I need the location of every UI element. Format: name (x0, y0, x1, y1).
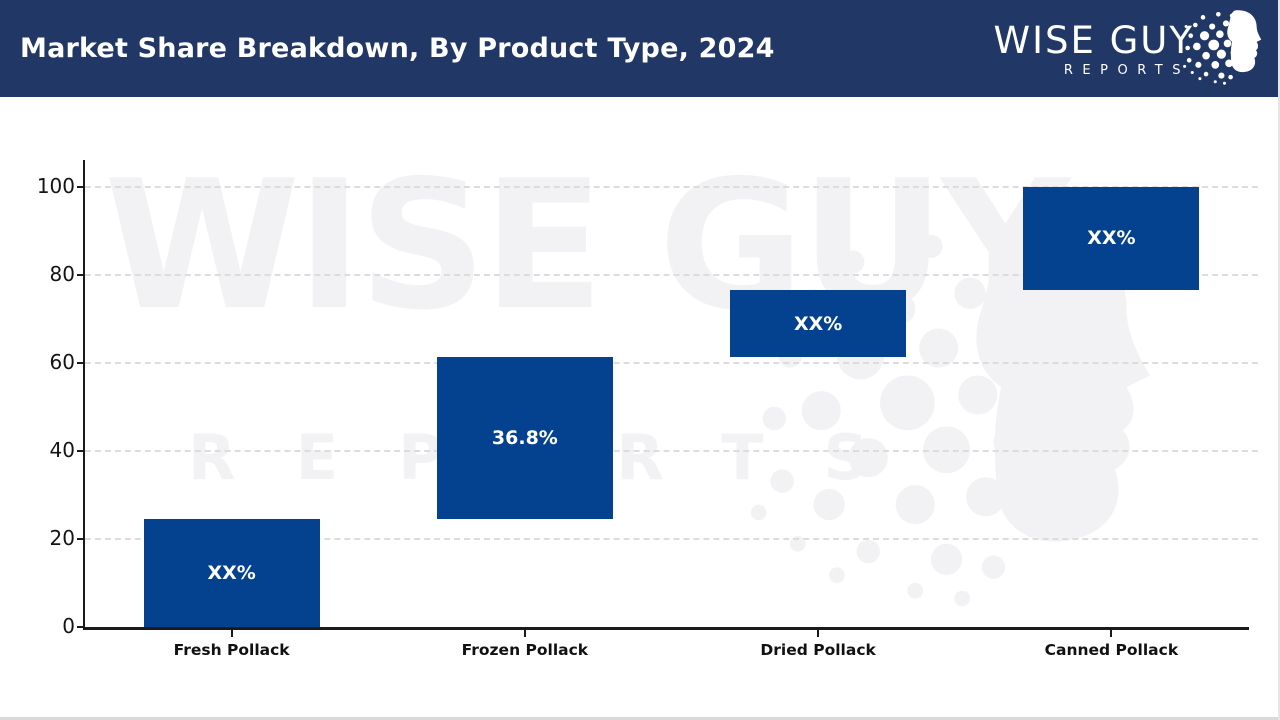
brand-name: WISE GUY (993, 18, 1194, 62)
y-axis-tick (77, 362, 85, 364)
x-axis-tick (230, 630, 233, 637)
bar-fresh-pollack: XX% (143, 519, 320, 627)
y-axis-tick (77, 274, 85, 276)
y-axis-tick (77, 626, 85, 628)
bar-value-label: 36.8% (491, 427, 558, 450)
x-axis-tick-label: Dried Pollack (760, 641, 876, 659)
x-axis-tick-label: Canned Pollack (1044, 641, 1179, 659)
x-axis-tick-label: Fresh Pollack (173, 641, 290, 659)
x-axis-tick (523, 630, 526, 637)
bar-canned-pollack: XX% (1023, 187, 1200, 290)
brand-subname: REPORTS (1063, 62, 1190, 78)
bar-value-label: XX% (1087, 227, 1136, 250)
x-axis-tick (817, 630, 820, 637)
y-axis-tick (77, 450, 85, 452)
y-axis-tick-label: 100 (36, 174, 75, 198)
y-gridline (85, 538, 1258, 540)
y-gridline (85, 362, 1258, 364)
x-axis-spine (83, 627, 1249, 630)
bar-value-label: XX% (207, 562, 256, 585)
y-gridline (85, 450, 1258, 452)
bar-value-label: XX% (793, 312, 843, 335)
y-axis-tick (77, 186, 85, 188)
y-axis-tick-label: 0 (62, 614, 75, 638)
x-axis-tick (1110, 630, 1113, 637)
bar-frozen-pollack: 36.8% (436, 357, 613, 520)
brand-logo-text: WISE GUY REPORTS (994, 19, 1194, 78)
y-gridline (85, 186, 1258, 188)
bottom-edge-line (0, 717, 1280, 720)
x-axis-tick-label: Frozen Pollack (461, 641, 589, 659)
y-axis-tick-label: 40 (49, 438, 75, 462)
y-axis-tick-label: 60 (49, 350, 75, 374)
y-axis-tick-label: 80 (49, 262, 75, 286)
right-edge-line (1278, 0, 1280, 720)
y-axis-spine (83, 160, 85, 630)
bar-dried-pollack: XX% (730, 289, 907, 358)
chart-title: Market Share Breakdown, By Product Type,… (20, 33, 775, 64)
y-axis-tick (77, 538, 85, 540)
header-bar: Market Share Breakdown, By Product Type,… (0, 0, 1280, 97)
brand-logo: WISE GUY REPORTS (994, 6, 1272, 90)
y-axis-tick-label: 20 (49, 526, 75, 550)
y-gridline (85, 274, 1258, 276)
